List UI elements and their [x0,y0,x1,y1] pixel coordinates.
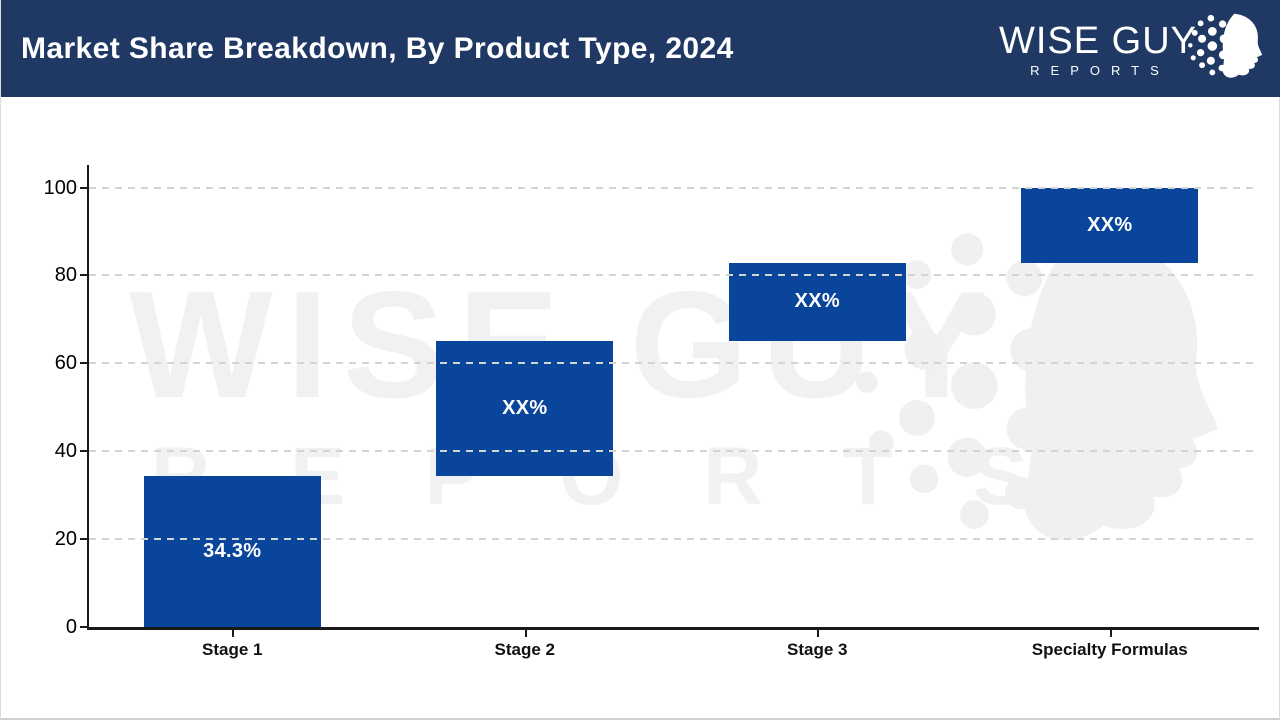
brand-logo: WISE GUY REPORTS [999,4,1271,94]
x-label-specialty-formulas: Specialty Formulas [1031,640,1188,659]
y-tick-100 [80,186,88,189]
gridline-80 [89,274,1259,277]
y-tick-60 [80,362,88,365]
y-tick-80 [80,274,88,277]
bar-value-label: XX% [502,396,548,419]
x-tick-4 [1109,630,1112,637]
brand-logo-text: WISE GUY REPORTS [999,21,1197,78]
gridline-40 [89,450,1259,453]
chart-title: Market Share Breakdown, By Product Type,… [21,31,734,65]
y-tick-20 [80,538,88,541]
y-tick-label-40: 40 [54,440,77,463]
bar-value-label: XX% [1087,213,1133,236]
y-tick-label-60: 60 [54,352,77,375]
y-tick-0 [80,626,88,628]
x-label-stage-2: Stage 2 [494,640,555,659]
gridline-60 [89,362,1259,365]
y-tick-label-100: 100 [43,176,77,199]
gridline-100 [89,186,1259,189]
x-label-stage-1: Stage 1 [202,640,263,659]
bar-stage-1: 34.3% [143,476,321,627]
x-axis [87,627,1259,630]
y-tick-label-20: 20 [54,528,77,551]
x-tick-2 [524,630,527,637]
y-tick-label-0: 0 [65,616,77,638]
y-tick-label-80: 80 [54,264,77,287]
header: Market Share Breakdown, By Product Type,… [1,0,1280,97]
bar-value-label: 34.3% [203,540,262,563]
bar-specialty-formulas: XX% [1021,187,1199,264]
brand-tagline: REPORTS [1030,62,1170,78]
gridline-20 [89,538,1259,541]
bar-value-label: XX% [794,290,840,313]
logo-face-icon [1188,13,1263,78]
x-tick-1 [232,630,235,637]
brand-wordmark: WISE GUY [998,19,1197,62]
x-label-stage-3: Stage 3 [787,640,848,659]
x-tick-3 [817,630,820,637]
bar-stage-2: XX% [436,340,614,477]
y-axis [87,165,89,629]
y-tick-40 [80,450,88,453]
